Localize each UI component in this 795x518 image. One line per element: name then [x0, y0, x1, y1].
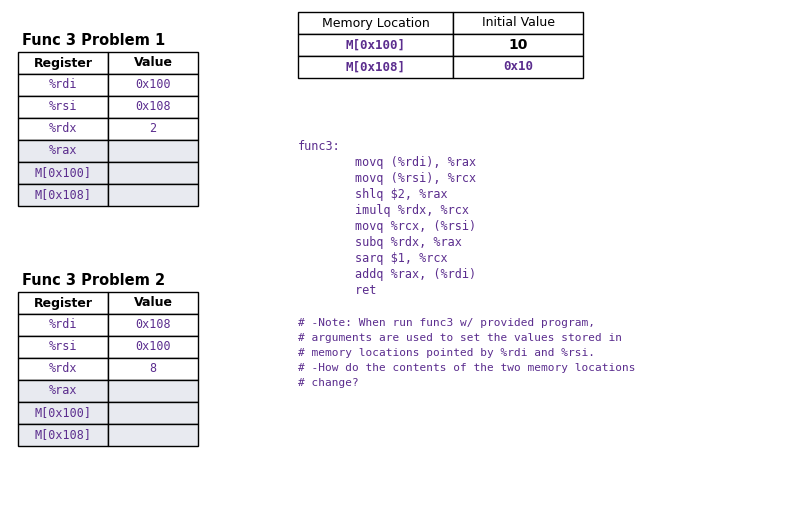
Bar: [18, 358, 108, 380]
Text: %rdi: %rdi: [48, 79, 77, 92]
Text: movq (%rsi), %rcx: movq (%rsi), %rcx: [298, 172, 476, 185]
Text: 0x100: 0x100: [135, 79, 171, 92]
Text: Memory Location: Memory Location: [322, 17, 429, 30]
Bar: [453, 34, 583, 56]
Bar: [18, 162, 108, 184]
Text: %rdx: %rdx: [48, 122, 77, 136]
Text: %rdx: %rdx: [48, 363, 77, 376]
Bar: [18, 402, 108, 424]
Text: # -Note: When run func3 w/ provided program,: # -Note: When run func3 w/ provided prog…: [298, 318, 595, 328]
Text: M[0x108]: M[0x108]: [34, 428, 91, 441]
Bar: [108, 162, 198, 184]
Bar: [108, 52, 198, 74]
Text: func3:: func3:: [298, 140, 341, 153]
Text: Value: Value: [134, 296, 173, 309]
Bar: [18, 292, 108, 314]
Bar: [108, 74, 198, 96]
Text: 10: 10: [508, 38, 528, 52]
Bar: [108, 314, 198, 336]
Text: Value: Value: [134, 56, 173, 69]
Text: %rsi: %rsi: [48, 340, 77, 353]
Text: M[0x100]: M[0x100]: [346, 38, 405, 51]
Text: M[0x100]: M[0x100]: [34, 407, 91, 420]
Bar: [108, 380, 198, 402]
Bar: [108, 292, 198, 314]
Text: 2: 2: [149, 122, 157, 136]
Text: 0x108: 0x108: [135, 100, 171, 113]
Text: addq %rax, (%rdi): addq %rax, (%rdi): [298, 268, 476, 281]
Text: %rdi: %rdi: [48, 319, 77, 332]
Text: Func 3 Problem 2: Func 3 Problem 2: [22, 273, 165, 288]
Bar: [298, 34, 453, 56]
Text: %rax: %rax: [48, 145, 77, 157]
Bar: [108, 140, 198, 162]
Text: %rax: %rax: [48, 384, 77, 397]
Text: shlq $2, %rax: shlq $2, %rax: [298, 188, 448, 201]
Text: 0x10: 0x10: [503, 61, 533, 74]
Text: subq %rdx, %rax: subq %rdx, %rax: [298, 236, 462, 249]
Text: Func 3 Problem 1: Func 3 Problem 1: [22, 33, 165, 48]
Text: sarq $1, %rcx: sarq $1, %rcx: [298, 252, 448, 265]
Bar: [108, 336, 198, 358]
Text: M[0x108]: M[0x108]: [34, 189, 91, 202]
Text: Initial Value: Initial Value: [482, 17, 554, 30]
Bar: [18, 140, 108, 162]
Text: Register: Register: [33, 296, 92, 309]
Text: # -How do the contents of the two memory locations: # -How do the contents of the two memory…: [298, 363, 635, 373]
Bar: [108, 424, 198, 446]
Text: 0x108: 0x108: [135, 319, 171, 332]
Bar: [18, 424, 108, 446]
Bar: [18, 314, 108, 336]
Bar: [298, 56, 453, 78]
Bar: [18, 184, 108, 206]
Bar: [18, 336, 108, 358]
Bar: [453, 56, 583, 78]
Text: imulq %rdx, %rcx: imulq %rdx, %rcx: [298, 204, 469, 217]
Text: 8: 8: [149, 363, 157, 376]
Bar: [108, 184, 198, 206]
Text: # memory locations pointed by %rdi and %rsi.: # memory locations pointed by %rdi and %…: [298, 348, 595, 358]
Bar: [18, 96, 108, 118]
Bar: [108, 96, 198, 118]
Text: # arguments are used to set the values stored in: # arguments are used to set the values s…: [298, 333, 622, 343]
Bar: [108, 402, 198, 424]
Text: movq %rcx, (%rsi): movq %rcx, (%rsi): [298, 220, 476, 233]
Bar: [18, 380, 108, 402]
Text: 0x100: 0x100: [135, 340, 171, 353]
Text: # change?: # change?: [298, 378, 359, 388]
Bar: [298, 12, 453, 34]
Bar: [18, 74, 108, 96]
Bar: [18, 52, 108, 74]
Text: ret: ret: [298, 284, 376, 297]
Text: movq (%rdi), %rax: movq (%rdi), %rax: [298, 156, 476, 169]
Text: M[0x108]: M[0x108]: [346, 61, 405, 74]
Bar: [108, 358, 198, 380]
Bar: [108, 118, 198, 140]
Text: %rsi: %rsi: [48, 100, 77, 113]
Bar: [453, 12, 583, 34]
Text: M[0x100]: M[0x100]: [34, 166, 91, 180]
Text: Register: Register: [33, 56, 92, 69]
Bar: [18, 118, 108, 140]
